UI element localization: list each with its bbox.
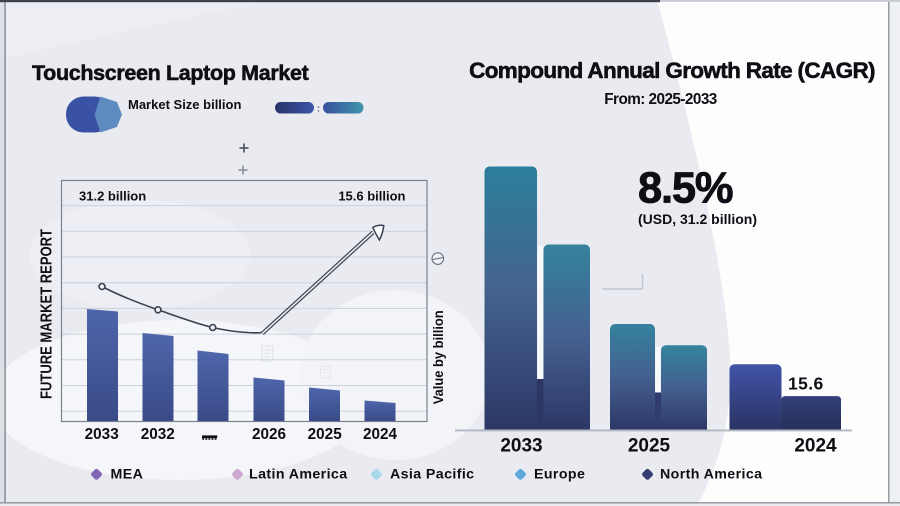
svg-text:31.2 billion: 31.2 billion [79,189,146,204]
svg-text:15.6 billion: 15.6 billion [338,189,405,204]
svg-text:2033: 2033 [500,435,542,456]
svg-text:(USD, 31.2 billion): (USD, 31.2 billion) [638,211,757,227]
svg-text:From: 2025-2033: From: 2025-2033 [604,91,717,108]
svg-text:8.5%: 8.5% [638,165,733,213]
svg-text:Market Size billion: Market Size billion [128,97,241,112]
svg-text:North America: North America [660,467,762,483]
svg-text::: : [317,104,320,114]
svg-text:2025: 2025 [628,435,671,456]
svg-text:Compound Annual Growth Rate (C: Compound Annual Growth Rate (CAGR) [469,58,875,83]
svg-text:MEA: MEA [111,467,144,483]
svg-text:2032: 2032 [141,426,175,443]
svg-text:FUTURE MARKET REPORT: FUTURE MARKET REPORT [38,229,55,399]
svg-text:2033: 2033 [85,426,119,443]
svg-text:2025: 2025 [308,426,343,443]
svg-text:2024: 2024 [363,426,398,443]
svg-text:2024: 2024 [794,435,837,456]
svg-text:Value by billion: Value by billion [430,310,446,404]
svg-text:2026: 2026 [252,426,286,443]
svg-text:Asia Pacific: Asia Pacific [390,467,474,483]
svg-text:Touchscreen Laptop Market: Touchscreen Laptop Market [32,61,309,85]
svg-text:15.6: 15.6 [788,374,824,394]
svg-text:Europe: Europe [534,467,585,483]
svg-text:Latin America: Latin America [249,467,348,483]
